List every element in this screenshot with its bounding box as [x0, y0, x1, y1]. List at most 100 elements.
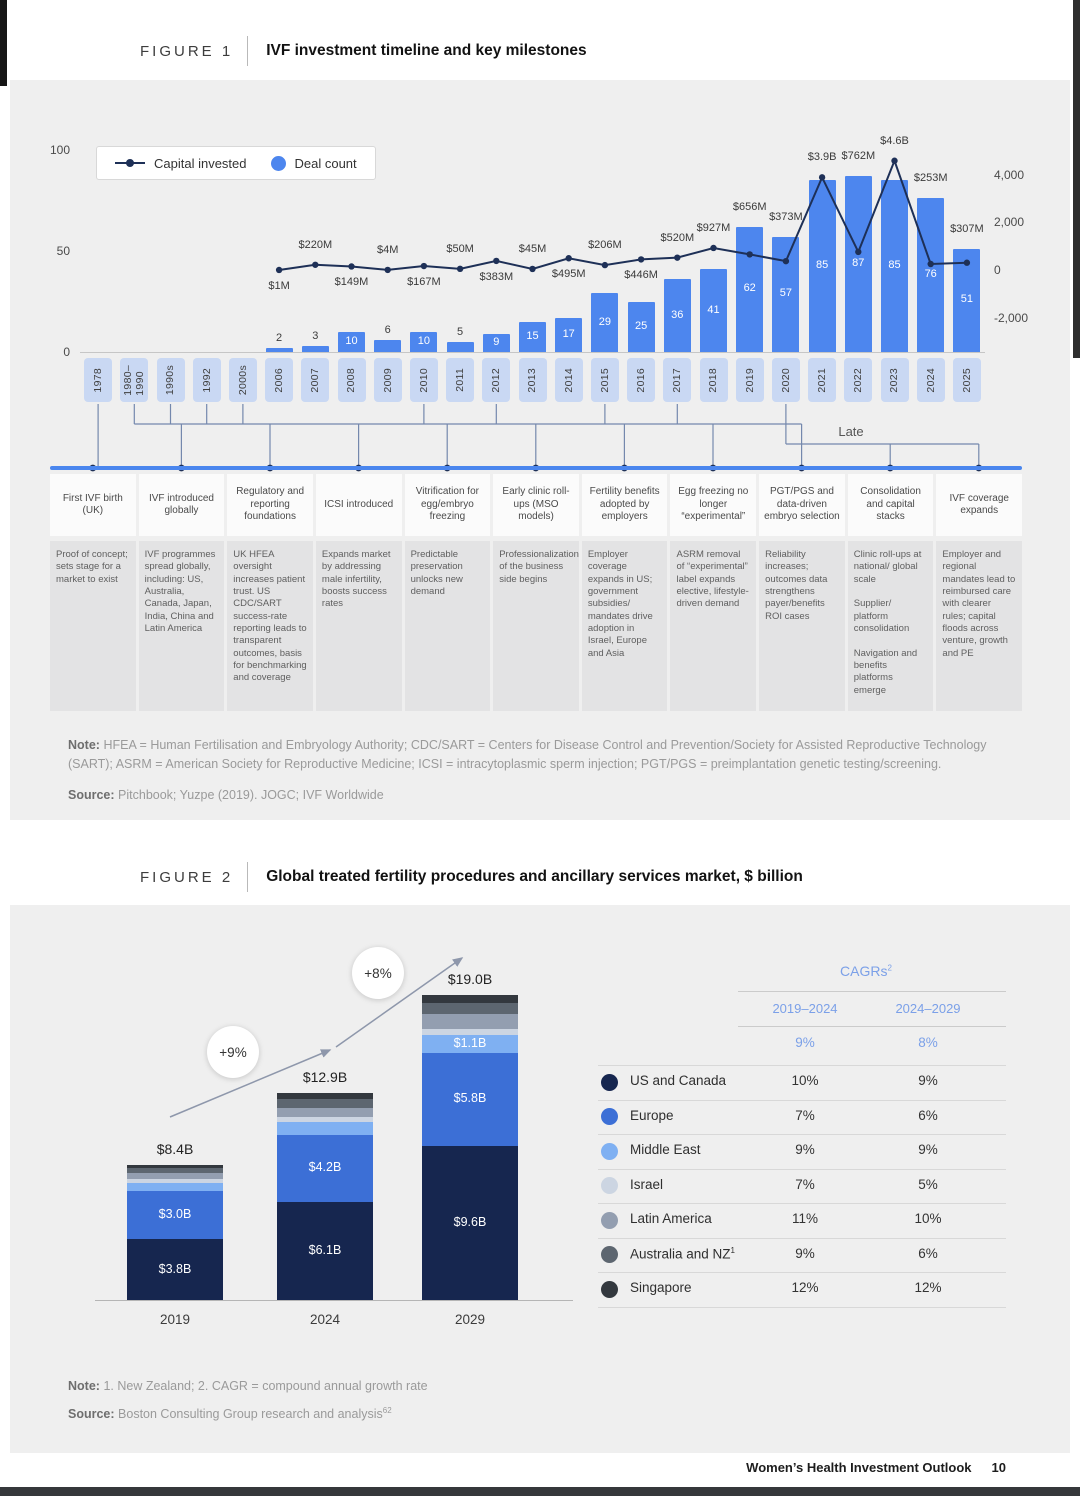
market-segment-us-and-canada	[127, 1239, 223, 1300]
year-text: 2023	[888, 367, 901, 393]
capital-invested-value: $253M	[913, 172, 948, 185]
capital-invested-value: $373M	[769, 210, 803, 223]
year-text: 2016	[635, 367, 648, 393]
milestone-column: ICSI introduced Expands market by address…	[315, 474, 402, 711]
year-text: 2010	[417, 367, 430, 393]
deal-count-bar	[627, 301, 655, 352]
capital-invested-value: $45M	[518, 242, 547, 255]
market-segment-israel	[422, 1028, 518, 1036]
table-rule	[598, 1168, 1006, 1170]
year-label: 1978	[84, 358, 113, 402]
year-text: 2000s	[236, 364, 249, 396]
line-marker-icon	[115, 159, 145, 167]
year-text: 2014	[562, 367, 575, 393]
year-text: 2025	[960, 367, 973, 393]
year-text: 1990s	[164, 364, 177, 396]
segment-value-label: $3.0B	[158, 1206, 192, 1221]
capital-invested-value: $762M	[841, 150, 876, 163]
deal-count-bar	[591, 293, 619, 352]
legend-bullet-israel	[601, 1177, 618, 1194]
cagr-period-header: 2024–2029	[895, 1001, 961, 1016]
table-rule	[598, 1306, 1006, 1308]
market-segment-us-and-canada	[277, 1202, 373, 1300]
figure2-header: FIGURE 2 Global treated fertility proced…	[140, 860, 803, 894]
deal-count-bar	[482, 333, 510, 352]
cagr-value: 9%	[918, 1073, 938, 1088]
milestone-column: IVF coverage expands Employer and regiona…	[936, 474, 1023, 711]
year-label: 2023	[880, 358, 909, 402]
growth-rate-badge: +8%	[352, 947, 404, 999]
cagr-value: 11%	[791, 1211, 819, 1226]
year-text: 2007	[309, 367, 322, 393]
deal-count-value: 87	[852, 257, 865, 270]
x-axis-category-label: 2024	[309, 1312, 341, 1327]
year-text: 2024	[924, 367, 937, 393]
table-rule	[598, 1237, 1006, 1239]
deal-count-bar	[519, 321, 546, 352]
table-rule	[598, 1065, 1006, 1066]
cagr-value: 10%	[791, 1073, 819, 1088]
year-text: 2006	[273, 367, 286, 393]
milestone-description: ASRM removal of “experimental” label exp…	[670, 541, 757, 711]
deal-count-value: 41	[707, 303, 720, 316]
milestone-title: Vitrification for egg/embryo freezing	[404, 474, 491, 536]
milestone-title: PGT/PGS and data-driven embryo selection	[759, 474, 845, 536]
year-label: 2024	[916, 358, 945, 402]
footer-title: Women’s Health Investment Outlook	[746, 1460, 972, 1475]
capital-invested-value: $3.9B	[807, 151, 837, 164]
year-text: 2015	[598, 367, 611, 393]
year-text: 2012	[490, 367, 503, 393]
legend-deal-label: Deal count	[294, 155, 357, 171]
deal-count-bar	[301, 345, 329, 352]
year-label: 2012	[482, 358, 511, 402]
table-rule	[598, 1099, 1006, 1101]
year-label: 2016	[627, 358, 656, 402]
capital-invested-value: $50M	[446, 242, 474, 255]
region-label: Middle East	[630, 1142, 701, 1157]
legend-bullet-us-and-canada	[601, 1073, 618, 1091]
legend-deal-count: Deal count	[270, 155, 357, 171]
cagr-value: 10%	[914, 1211, 942, 1226]
year-label: 2021	[808, 358, 837, 402]
figure2-panel: $3.8B $3.0B $8.4B 2019 $6.1B $4.2B $12.9B 2024 $…	[10, 905, 1070, 1453]
cagr-value: 12%	[914, 1280, 942, 1295]
bar-total-label: $12.9B	[302, 1068, 348, 1085]
market-segment-latin-america	[422, 1014, 518, 1029]
milestone-column: Egg freezing no longer “experimental” ASR…	[670, 474, 757, 711]
region-label: US and Canada	[630, 1073, 727, 1088]
milestone-description: IVF programmes spread globally, includin…	[138, 541, 225, 711]
deal-count-bar	[338, 331, 365, 352]
figure2-source: Source: Boston Consulting Group research…	[68, 1405, 392, 1425]
region-label: Singapore	[630, 1280, 692, 1295]
cagr-title-superscript: 2	[887, 963, 892, 973]
capital-invested-value: $383M	[479, 270, 514, 283]
deal-count-value: 10	[345, 334, 358, 347]
table-rule	[738, 1026, 1006, 1027]
capital-invested-value: $167M	[407, 276, 441, 289]
year-label: 2007	[301, 358, 330, 402]
year-label: 2014	[554, 358, 583, 402]
legend-bullet-middle-east	[601, 1142, 618, 1160]
milestone-title: ICSI introduced	[315, 474, 402, 536]
milestone-title: IVF coverage expands	[936, 474, 1023, 536]
market-segment-middle-east	[277, 1121, 373, 1135]
note-label: Note:	[68, 738, 100, 752]
legend-bullet-latin-america	[601, 1211, 618, 1229]
figure2-note: Note: 1. New Zealand; 2. CAGR = compound…	[68, 1377, 428, 1396]
year-label: 2018	[699, 358, 728, 402]
market-segment-australia-and-nz	[422, 1003, 518, 1015]
deal-count-value: 36	[671, 308, 684, 321]
milestone-description: Predictable preservation unlocks new dem…	[404, 541, 491, 711]
cagr-value: 9%	[795, 1142, 815, 1157]
deal-count-value: 62	[743, 282, 756, 295]
milestone-title: IVF introduced globally	[138, 474, 225, 536]
market-segment-middle-east	[422, 1035, 518, 1053]
milestone-title: Consolidation and capital stacks	[847, 474, 934, 536]
figure1-label: FIGURE 1	[140, 42, 234, 60]
x-axis-line	[80, 352, 985, 353]
year-text: 1978	[92, 367, 105, 393]
axis-tick-label: 0	[63, 345, 70, 359]
milestone-title: Early clinic roll-ups (MSO models)	[493, 474, 579, 536]
deal-count-value: 2	[276, 331, 283, 344]
milestone-description: Employer and regional mandates lead to r…	[936, 541, 1023, 711]
